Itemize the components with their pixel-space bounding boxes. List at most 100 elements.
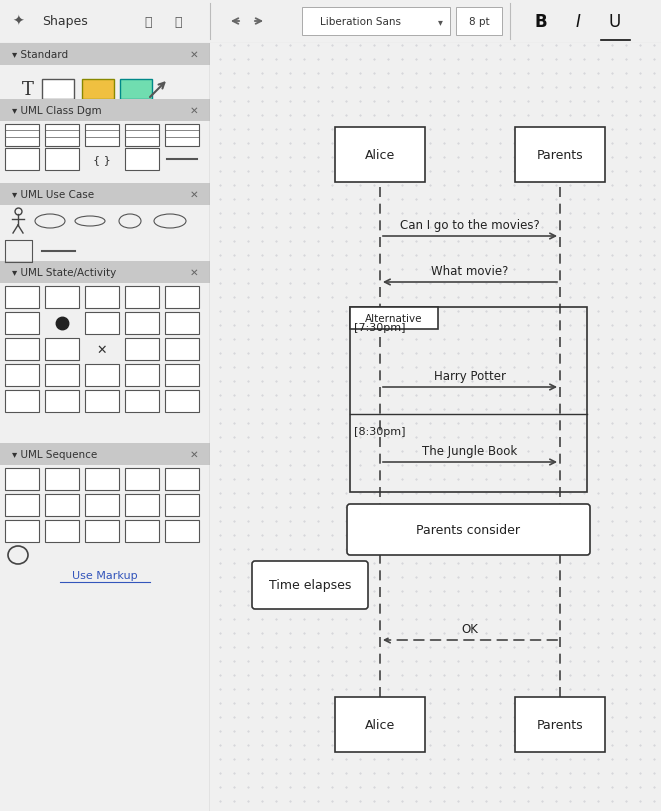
FancyBboxPatch shape <box>5 338 39 361</box>
FancyBboxPatch shape <box>5 148 39 171</box>
FancyBboxPatch shape <box>165 495 199 517</box>
Text: ✕: ✕ <box>190 449 198 460</box>
FancyBboxPatch shape <box>165 286 199 309</box>
FancyBboxPatch shape <box>45 148 79 171</box>
FancyBboxPatch shape <box>120 80 152 100</box>
Text: ✕: ✕ <box>97 343 107 356</box>
FancyBboxPatch shape <box>165 338 199 361</box>
FancyBboxPatch shape <box>5 521 39 543</box>
FancyBboxPatch shape <box>456 8 502 36</box>
Text: ✦: ✦ <box>12 15 24 29</box>
FancyBboxPatch shape <box>85 391 119 413</box>
Text: 🔍: 🔍 <box>175 15 182 28</box>
FancyBboxPatch shape <box>125 148 159 171</box>
FancyBboxPatch shape <box>125 495 159 517</box>
FancyBboxPatch shape <box>5 365 39 387</box>
FancyBboxPatch shape <box>45 495 79 517</box>
Text: ⬜: ⬜ <box>144 15 152 28</box>
FancyBboxPatch shape <box>85 312 119 335</box>
Text: B: B <box>535 13 547 31</box>
FancyBboxPatch shape <box>5 312 39 335</box>
Text: T: T <box>22 81 34 99</box>
FancyBboxPatch shape <box>302 8 450 36</box>
Text: Parents: Parents <box>537 718 583 731</box>
FancyBboxPatch shape <box>125 521 159 543</box>
Text: OK: OK <box>461 622 479 635</box>
FancyBboxPatch shape <box>85 469 119 491</box>
Text: The Jungle Book: The Jungle Book <box>422 444 518 457</box>
FancyBboxPatch shape <box>165 391 199 413</box>
FancyBboxPatch shape <box>125 338 159 361</box>
FancyBboxPatch shape <box>5 391 39 413</box>
Text: ▾ Standard: ▾ Standard <box>12 50 68 60</box>
Text: ▾ UML Use Case: ▾ UML Use Case <box>12 190 94 200</box>
FancyBboxPatch shape <box>45 286 79 309</box>
Text: ✕: ✕ <box>190 106 198 116</box>
FancyBboxPatch shape <box>347 504 590 556</box>
FancyBboxPatch shape <box>125 365 159 387</box>
FancyBboxPatch shape <box>0 444 210 466</box>
FancyBboxPatch shape <box>85 495 119 517</box>
FancyBboxPatch shape <box>125 469 159 491</box>
Text: U: U <box>609 13 621 31</box>
Text: Time elapses: Time elapses <box>269 579 351 592</box>
FancyBboxPatch shape <box>42 80 74 100</box>
FancyBboxPatch shape <box>85 125 119 147</box>
Text: Shapes: Shapes <box>42 15 88 28</box>
Text: Parents consider: Parents consider <box>416 523 520 536</box>
FancyBboxPatch shape <box>125 312 159 335</box>
Text: 8 pt: 8 pt <box>469 17 489 27</box>
Text: ▾ UML Sequence: ▾ UML Sequence <box>12 449 97 460</box>
Text: Alice: Alice <box>365 148 395 162</box>
FancyBboxPatch shape <box>165 521 199 543</box>
Text: What movie?: What movie? <box>432 264 509 277</box>
Text: [7:30pm]: [7:30pm] <box>354 323 405 333</box>
FancyBboxPatch shape <box>85 286 119 309</box>
FancyBboxPatch shape <box>125 391 159 413</box>
FancyBboxPatch shape <box>125 125 159 147</box>
FancyBboxPatch shape <box>0 100 210 122</box>
Text: ✕: ✕ <box>190 190 198 200</box>
FancyBboxPatch shape <box>515 697 605 752</box>
Text: Alternative: Alternative <box>366 314 423 324</box>
FancyBboxPatch shape <box>335 128 425 182</box>
FancyBboxPatch shape <box>125 286 159 309</box>
Text: Liberation Sans: Liberation Sans <box>319 17 401 27</box>
FancyBboxPatch shape <box>252 561 368 609</box>
FancyBboxPatch shape <box>335 697 425 752</box>
FancyBboxPatch shape <box>165 125 199 147</box>
FancyBboxPatch shape <box>45 391 79 413</box>
FancyBboxPatch shape <box>165 469 199 491</box>
Text: [8:30pm]: [8:30pm] <box>354 427 405 436</box>
FancyBboxPatch shape <box>5 495 39 517</box>
Text: Harry Potter: Harry Potter <box>434 370 506 383</box>
Text: Alice: Alice <box>365 718 395 731</box>
FancyBboxPatch shape <box>5 286 39 309</box>
FancyBboxPatch shape <box>165 365 199 387</box>
FancyBboxPatch shape <box>165 312 199 335</box>
FancyBboxPatch shape <box>350 307 438 329</box>
Text: ✕: ✕ <box>190 268 198 277</box>
Text: Parents: Parents <box>537 148 583 162</box>
FancyBboxPatch shape <box>45 469 79 491</box>
FancyBboxPatch shape <box>82 80 114 100</box>
Text: ▾ UML Class Dgm: ▾ UML Class Dgm <box>12 106 102 116</box>
FancyBboxPatch shape <box>5 125 39 147</box>
FancyBboxPatch shape <box>45 125 79 147</box>
FancyBboxPatch shape <box>5 469 39 491</box>
FancyBboxPatch shape <box>45 521 79 543</box>
FancyBboxPatch shape <box>0 44 210 66</box>
Text: Can I go to the movies?: Can I go to the movies? <box>400 219 540 232</box>
Text: ✕: ✕ <box>190 50 198 60</box>
Text: { }: { } <box>93 155 111 165</box>
FancyBboxPatch shape <box>0 262 210 284</box>
FancyBboxPatch shape <box>0 184 210 206</box>
Text: ▾ UML State/Activity: ▾ UML State/Activity <box>12 268 116 277</box>
Text: Use Markup: Use Markup <box>72 570 137 581</box>
Text: ▾: ▾ <box>438 17 442 27</box>
FancyBboxPatch shape <box>85 365 119 387</box>
FancyBboxPatch shape <box>45 338 79 361</box>
Text: I: I <box>576 13 580 31</box>
FancyBboxPatch shape <box>45 365 79 387</box>
FancyBboxPatch shape <box>515 128 605 182</box>
